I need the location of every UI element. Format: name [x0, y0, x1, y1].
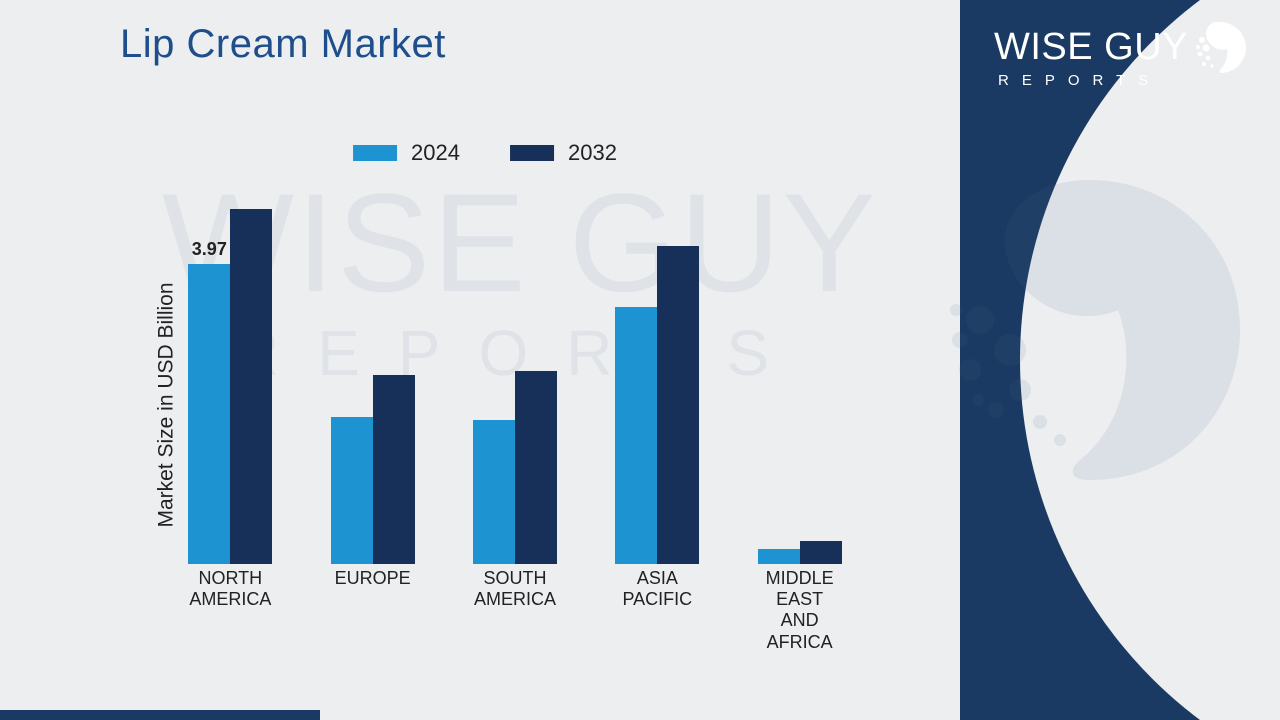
x-axis-label: ASIAPACIFIC [585, 568, 729, 610]
page-title: Lip Cream Market [120, 22, 446, 67]
bar-2032 [230, 209, 272, 564]
legend-label-2032: 2032 [568, 140, 617, 166]
legend-swatch-2024 [353, 145, 397, 161]
plot-area: 3.97 [130, 186, 900, 564]
x-axis-label: EUROPE [301, 568, 445, 589]
canvas: WISE GUY REPORTS Lip Cream Market WISE G… [0, 0, 1280, 720]
legend-swatch-2032 [510, 145, 554, 161]
bar-2032 [373, 375, 415, 564]
bar-2024 [615, 307, 657, 564]
bar-2024 [188, 264, 230, 564]
bar-2032 [515, 371, 557, 564]
x-axis-labels: NORTHAMERICAEUROPESOUTHAMERICAASIAPACIFI… [130, 568, 900, 668]
x-axis-label: SOUTHAMERICA [443, 568, 587, 610]
chart: Market Size in USD Billion 2024 2032 3.9… [70, 140, 900, 670]
bar-2032 [800, 541, 842, 564]
legend: 2024 2032 [353, 140, 617, 166]
bar-2024 [758, 549, 800, 564]
big-circle-cutout [1020, 0, 1280, 720]
bar-2032 [657, 246, 699, 564]
x-axis-label: NORTHAMERICA [158, 568, 302, 610]
right-band [960, 0, 1280, 720]
brand-name: WISE GUY [994, 26, 1188, 69]
bar-2024 [331, 417, 373, 564]
x-axis-label: MIDDLEEASTANDAFRICA [728, 568, 872, 653]
footer-accent-bar [0, 710, 320, 720]
legend-label-2024: 2024 [411, 140, 460, 166]
brand-head-icon [1194, 18, 1252, 76]
legend-item-2024: 2024 [353, 140, 460, 166]
legend-item-2032: 2032 [510, 140, 617, 166]
brand-logo: WISE GUY REPORTS [994, 18, 1254, 108]
bar-2024 [473, 420, 515, 564]
bar-value-label: 3.97 [182, 239, 236, 260]
